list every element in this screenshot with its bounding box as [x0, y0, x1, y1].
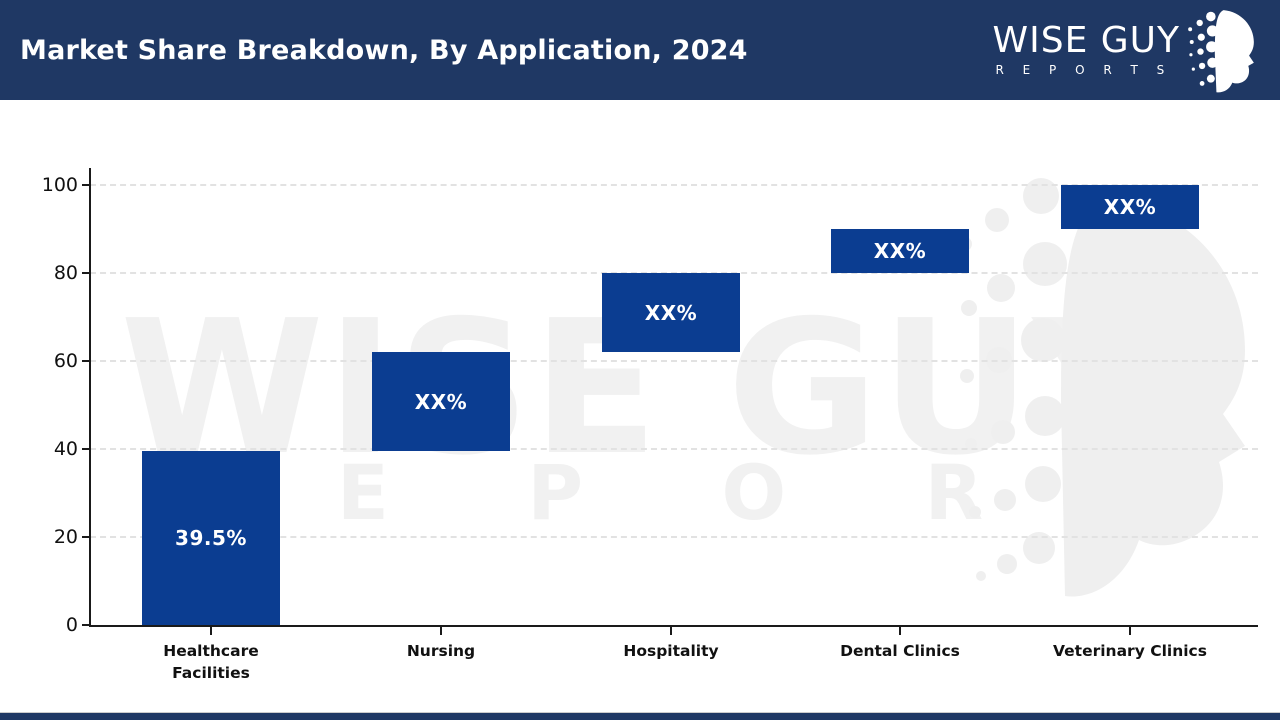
bar-dental-clinics: XX%	[831, 229, 969, 273]
footer-bar	[0, 713, 1280, 720]
x-tick-mark-3	[670, 627, 672, 635]
y-tick-label-80: 80	[53, 262, 78, 284]
bar-hospitality: XX%	[602, 273, 740, 353]
y-tick-label-100: 100	[41, 174, 78, 196]
footer-divider	[0, 712, 1280, 713]
x-tick-mark-1	[210, 627, 212, 635]
brand-logo-text: WISE GUY R E P O R T S	[992, 20, 1181, 78]
bar-value-label: 39.5%	[175, 526, 247, 551]
brand-face-icon	[1188, 10, 1254, 93]
bar-value-label: XX%	[1103, 195, 1157, 219]
x-category-label: Healthcare Facilities	[163, 642, 259, 682]
y-tick-label-60: 60	[53, 350, 78, 372]
bar-veterinary-clinics: XX%	[1061, 185, 1199, 229]
x-category-label: Dental Clinics	[840, 642, 960, 660]
gridline-60	[90, 360, 1258, 362]
y-tick-label-0: 0	[65, 614, 78, 636]
gridline-20	[90, 536, 1258, 538]
bar-value-label: XX%	[414, 389, 468, 414]
y-tick-mark-100	[82, 184, 90, 186]
y-tick-mark-60	[82, 360, 90, 362]
brand-wordmark: WISE GUY	[992, 20, 1180, 61]
bar-value-label: XX%	[644, 300, 698, 325]
header-bar: Market Share Breakdown, By Application, …	[0, 0, 1280, 100]
y-tick-mark-40	[82, 448, 90, 450]
gridline-100	[90, 184, 1258, 186]
brand-subtext: R E P O R T S	[995, 63, 1172, 77]
y-tick-mark-0	[82, 624, 90, 626]
y-tick-mark-80	[82, 272, 90, 274]
x-axis	[89, 625, 1258, 627]
x-category-label: Hospitality	[623, 642, 719, 660]
x-tick-mark-4	[899, 627, 901, 635]
x-tick-mark-5	[1129, 627, 1131, 635]
bar-nursing: XX%	[372, 352, 510, 452]
watermark-face-icon	[958, 178, 1245, 597]
x-category-label: Nursing	[406, 642, 476, 660]
y-axis	[89, 168, 91, 627]
gridline-40	[90, 448, 1258, 450]
x-tick-mark-2	[440, 627, 442, 635]
page-title: Market Share Breakdown, By Application, …	[20, 34, 748, 66]
bar-value-label: XX%	[873, 239, 927, 263]
brand-logo: WISE GUY R E P O R T S	[993, 7, 1263, 93]
y-tick-mark-20	[82, 536, 90, 538]
y-tick-label-40: 40	[53, 438, 78, 460]
bar-healthcare-facilities: 39.5%	[142, 451, 280, 625]
x-category-label: Veterinary Clinics	[1053, 642, 1207, 660]
y-tick-label-20: 20	[53, 526, 78, 548]
